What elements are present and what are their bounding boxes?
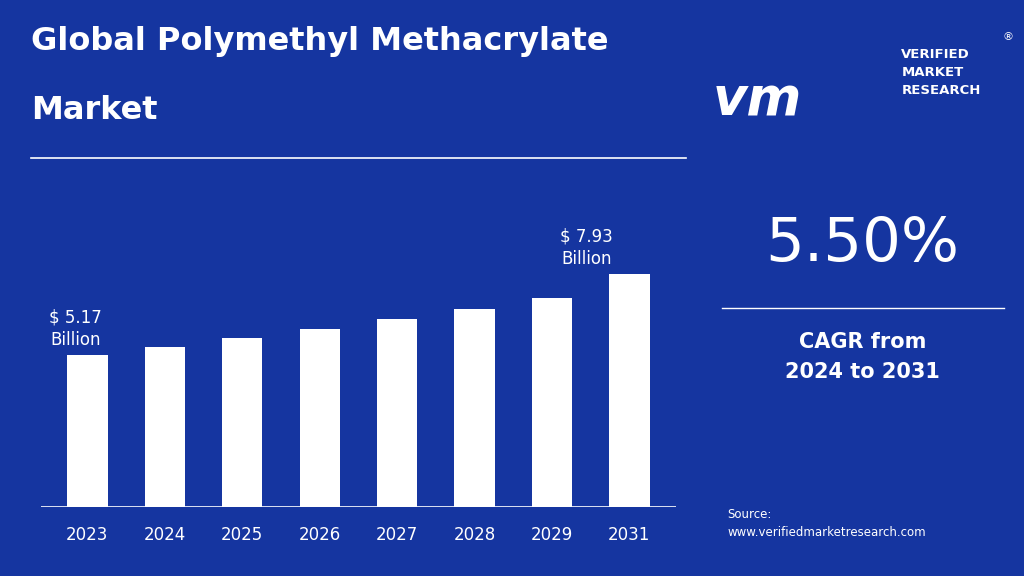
Text: 2031: 2031	[608, 526, 650, 544]
Text: 2027: 2027	[376, 526, 418, 544]
Text: ®: ®	[1002, 32, 1014, 43]
Text: $ 5.17
Billion: $ 5.17 Billion	[49, 309, 102, 349]
Bar	[144, 347, 185, 507]
Text: 2023: 2023	[67, 526, 109, 544]
Bar	[68, 355, 108, 507]
Text: 2028: 2028	[454, 526, 496, 544]
Text: 2026: 2026	[299, 526, 341, 544]
Text: Market: Market	[31, 95, 158, 126]
Bar	[377, 319, 417, 507]
Bar	[455, 309, 495, 507]
Text: Global Polymethyl Methacrylate: Global Polymethyl Methacrylate	[31, 26, 608, 57]
Bar	[222, 338, 262, 507]
Bar	[531, 298, 572, 507]
Text: 2024: 2024	[143, 526, 186, 544]
Text: vm: vm	[713, 75, 803, 127]
Text: $ 7.93
Billion: $ 7.93 Billion	[560, 228, 613, 268]
Bar	[300, 329, 340, 507]
Bar	[609, 274, 649, 507]
Text: VERIFIED
MARKET
RESEARCH: VERIFIED MARKET RESEARCH	[901, 47, 981, 97]
Text: 2025: 2025	[221, 526, 263, 544]
Text: CAGR from
2024 to 2031: CAGR from 2024 to 2031	[785, 332, 940, 382]
Text: Source:
www.verifiedmarketresearch.com: Source: www.verifiedmarketresearch.com	[727, 507, 926, 539]
Text: 5.50%: 5.50%	[766, 215, 959, 274]
Text: 2029: 2029	[530, 526, 573, 544]
